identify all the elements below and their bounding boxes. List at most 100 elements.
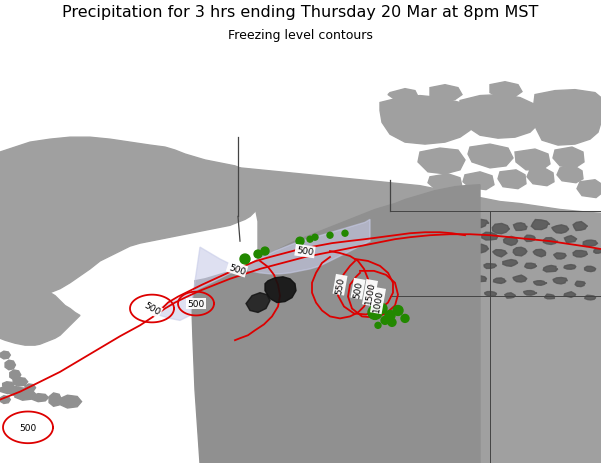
Text: 500: 500 [188,300,204,308]
Polygon shape [493,278,506,284]
Polygon shape [513,248,527,257]
Text: Precipitation for 3 hrs ending Thursday 20 Mar at 8pm MST: Precipitation for 3 hrs ending Thursday … [63,5,538,20]
Polygon shape [10,387,27,396]
Polygon shape [504,237,517,246]
Polygon shape [413,273,426,280]
Polygon shape [527,169,554,186]
Polygon shape [493,250,507,257]
Circle shape [385,311,395,321]
Circle shape [401,315,409,323]
Text: Freezing level contours: Freezing level contours [228,28,373,41]
Circle shape [342,231,348,237]
Polygon shape [552,225,569,234]
Circle shape [381,317,389,325]
Polygon shape [1,386,20,394]
Circle shape [375,323,381,329]
Polygon shape [442,229,459,237]
Polygon shape [2,382,14,388]
Polygon shape [0,351,10,359]
Polygon shape [498,170,526,189]
Polygon shape [240,169,601,463]
Polygon shape [492,224,510,234]
Polygon shape [10,370,21,380]
Polygon shape [463,258,478,265]
Polygon shape [523,291,537,295]
Polygon shape [463,237,478,243]
Circle shape [307,237,313,243]
Polygon shape [432,246,447,254]
Polygon shape [503,260,518,267]
Polygon shape [418,149,465,175]
Polygon shape [472,276,487,282]
Polygon shape [430,86,462,101]
Polygon shape [553,278,567,284]
Polygon shape [468,145,513,169]
Polygon shape [390,212,601,463]
Text: 500: 500 [227,263,246,276]
Polygon shape [463,172,494,190]
Polygon shape [575,282,585,287]
Polygon shape [473,244,489,253]
Polygon shape [533,250,546,257]
Text: 500: 500 [296,246,314,257]
Polygon shape [453,249,467,255]
Polygon shape [0,138,260,304]
Polygon shape [425,289,436,293]
Polygon shape [460,95,540,139]
Circle shape [377,304,387,314]
Polygon shape [246,293,270,313]
Polygon shape [553,148,584,169]
Polygon shape [0,293,80,345]
Text: 550: 550 [334,276,346,294]
Circle shape [388,319,396,326]
Circle shape [312,235,318,241]
Polygon shape [482,233,498,241]
Polygon shape [543,238,558,245]
Polygon shape [432,216,450,226]
Polygon shape [484,292,497,297]
Polygon shape [490,82,522,98]
Polygon shape [5,360,16,370]
Circle shape [368,306,382,320]
Polygon shape [0,396,10,404]
Polygon shape [515,150,550,170]
Polygon shape [583,241,598,247]
Circle shape [254,250,262,258]
Polygon shape [564,236,577,243]
Polygon shape [525,236,535,242]
Polygon shape [380,96,475,145]
Circle shape [393,306,403,316]
Polygon shape [573,251,588,257]
Polygon shape [445,260,457,267]
Polygon shape [13,378,28,386]
Polygon shape [472,220,489,228]
Polygon shape [545,294,555,299]
Polygon shape [49,393,61,407]
Polygon shape [564,292,576,298]
Polygon shape [32,394,49,402]
Polygon shape [59,395,82,408]
Circle shape [261,248,269,256]
Text: 1500: 1500 [364,281,376,305]
Circle shape [327,233,333,238]
Polygon shape [423,258,438,265]
Polygon shape [513,275,527,282]
Circle shape [240,255,250,264]
Polygon shape [534,281,547,286]
Polygon shape [505,293,516,299]
Polygon shape [577,181,601,198]
Polygon shape [410,221,430,232]
Polygon shape [525,263,537,269]
Text: 1000: 1000 [371,289,385,313]
Polygon shape [465,288,475,294]
Polygon shape [585,267,596,272]
Polygon shape [388,89,418,101]
Polygon shape [554,253,566,259]
Polygon shape [433,275,447,281]
Polygon shape [484,264,496,269]
Polygon shape [155,220,370,321]
Polygon shape [594,249,601,254]
Polygon shape [513,223,527,231]
Polygon shape [25,384,35,392]
Polygon shape [454,274,466,279]
